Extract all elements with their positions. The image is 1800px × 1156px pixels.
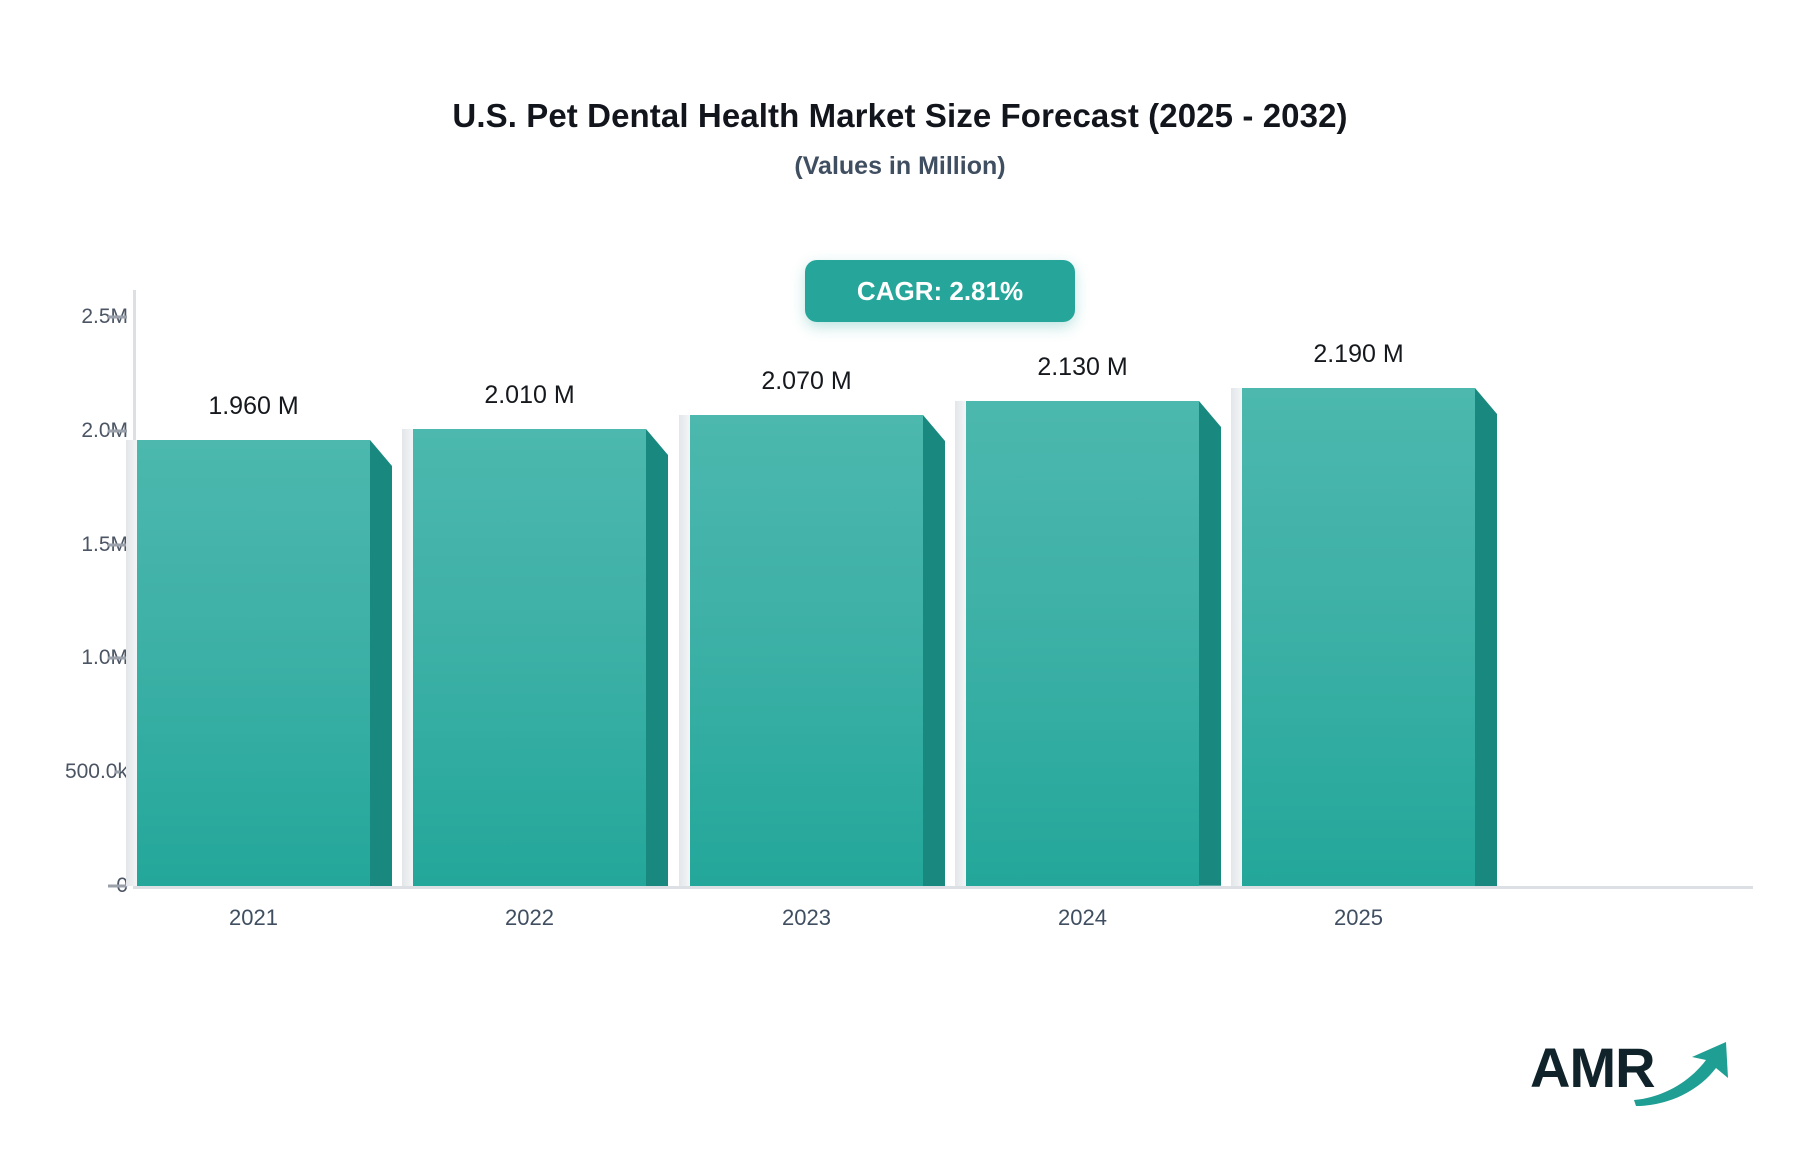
chart-subtitle: (Values in Million) bbox=[794, 151, 1006, 180]
bar-value-label: 2.010 M bbox=[484, 380, 575, 409]
bar-front-face bbox=[966, 401, 1199, 886]
bar-2023[interactable] bbox=[679, 399, 945, 886]
amr-logo: AMR bbox=[1530, 1032, 1740, 1108]
bar-side-face bbox=[646, 428, 668, 886]
bar-side-face bbox=[370, 439, 392, 886]
bar-value-label: 1.960 M bbox=[208, 391, 299, 420]
y-tick-mark bbox=[115, 770, 120, 774]
y-tick-label: 1.0M bbox=[81, 646, 128, 670]
amr-logo-text: AMR bbox=[1530, 1036, 1656, 1099]
bar-front-face bbox=[690, 414, 923, 886]
bar-2022[interactable] bbox=[402, 413, 668, 886]
x-tick-label-2023: 2023 bbox=[782, 905, 831, 930]
cagr-badge-label: CAGR: 2.81% bbox=[856, 275, 1024, 306]
bar-left-edge bbox=[955, 401, 966, 886]
bar-2025[interactable] bbox=[1231, 372, 1497, 886]
x-tick-label-2025: 2025 bbox=[1334, 905, 1383, 930]
bar-front-face bbox=[1242, 387, 1475, 886]
bar-front-face bbox=[413, 428, 646, 886]
bar-value-label: 2.070 M bbox=[761, 366, 852, 395]
bar-front-face bbox=[137, 439, 370, 886]
x-tick-label-2024: 2024 bbox=[1058, 905, 1107, 930]
y-tick-mark bbox=[108, 656, 127, 660]
y-tick-label: 2.5M bbox=[81, 305, 128, 328]
cagr-badge: CAGR: 2.81% bbox=[805, 260, 1075, 322]
y-tick-label: 1.5M bbox=[81, 532, 128, 556]
x-axis-line bbox=[133, 886, 1753, 889]
chart-title: U.S. Pet Dental Health Market Size Forec… bbox=[452, 97, 1348, 134]
bar-value-label: 2.130 M bbox=[1037, 353, 1128, 382]
bar-side-face bbox=[1199, 401, 1221, 886]
y-tick-mark bbox=[108, 315, 127, 319]
chart-header: U.S. Pet Dental Health Market Size Forec… bbox=[0, 96, 1800, 181]
growth-arrow-icon bbox=[1634, 1042, 1728, 1106]
y-tick-mark bbox=[108, 884, 127, 888]
y-tick-mark bbox=[108, 429, 127, 433]
bar-left-edge bbox=[1231, 387, 1242, 886]
x-tick-label-2022: 2022 bbox=[505, 905, 554, 930]
bar-side-face bbox=[923, 414, 945, 886]
bar-2021[interactable] bbox=[126, 424, 392, 886]
bar-side-face bbox=[1475, 387, 1497, 886]
bar-value-label: 2.190 M bbox=[1313, 339, 1404, 368]
x-tick-label-2021: 2021 bbox=[229, 905, 278, 930]
bar-left-edge bbox=[679, 414, 690, 886]
bar-left-edge bbox=[126, 439, 137, 886]
bar-2024[interactable] bbox=[955, 385, 1221, 886]
y-tick-label: 2.0M bbox=[81, 418, 128, 442]
bar-left-edge bbox=[402, 428, 413, 886]
y-tick-mark bbox=[108, 543, 127, 547]
y-tick-label: 500.0k bbox=[64, 760, 128, 784]
